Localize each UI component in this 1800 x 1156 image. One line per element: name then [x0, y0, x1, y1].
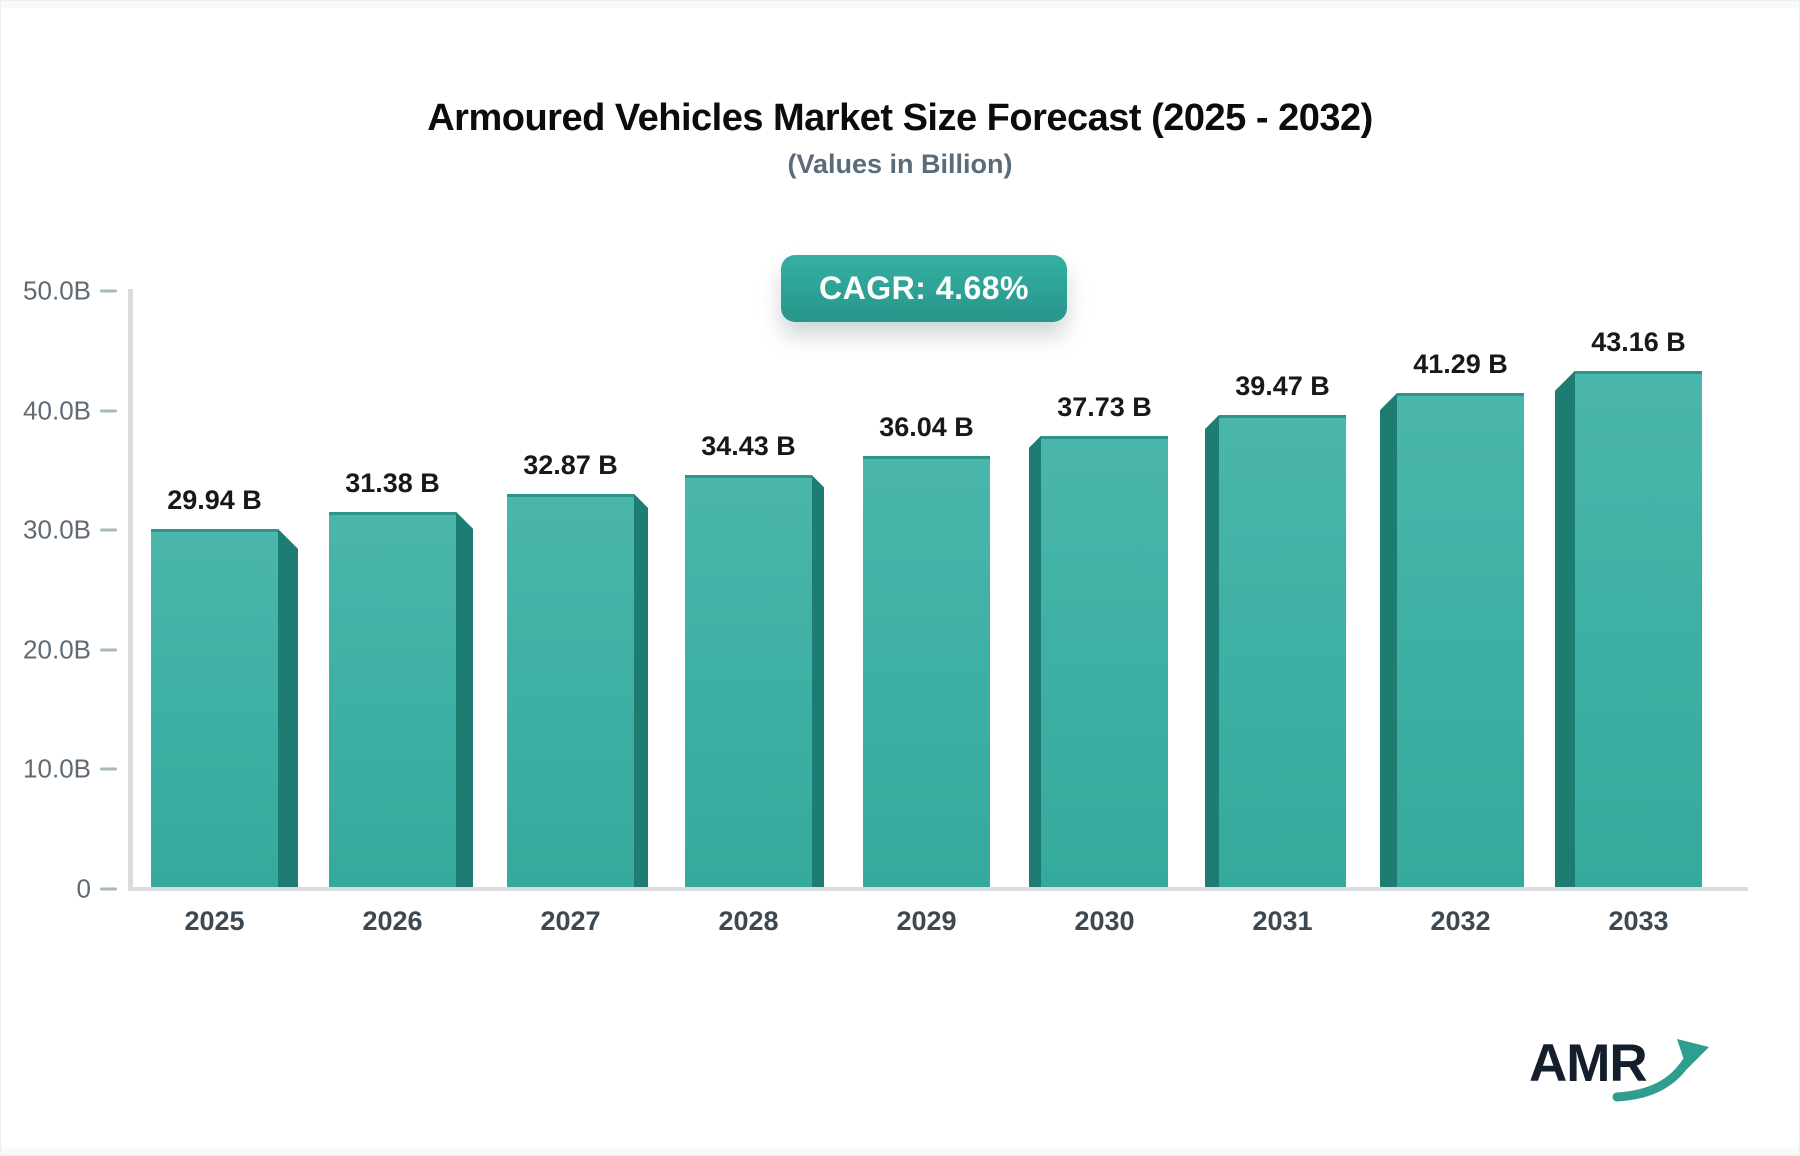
bar-value-label: 41.29 B [1413, 349, 1508, 380]
x-axis-label-2031: 2031 [1252, 906, 1313, 936]
x-axis-label-2028: 2028 [718, 906, 779, 936]
bar-2032[interactable] [1397, 393, 1524, 887]
bar-2025[interactable] [151, 528, 278, 887]
y-tick-mark [100, 409, 117, 413]
x-axis-line [128, 887, 1748, 891]
bar-value-label: 36.04 B [879, 411, 974, 442]
x-axis-label-2026: 2026 [362, 906, 423, 936]
y-tick-mark [100, 887, 117, 891]
bar-2028[interactable] [685, 475, 812, 887]
y-tick-label: 10.0B [23, 753, 91, 784]
y-tick-label: 40.0B [23, 395, 91, 426]
x-axis-label-2033: 2033 [1608, 906, 1669, 936]
bar-value-label: 29.94 B [167, 484, 262, 515]
bar-side-face [456, 511, 473, 887]
bar-value-label: 37.73 B [1057, 391, 1152, 422]
bottom-edge-band [1, 1148, 1799, 1155]
x-axis-label-2032: 2032 [1430, 906, 1491, 936]
bar-side-face [1380, 393, 1397, 887]
y-tick-label: 0 [76, 873, 91, 904]
bar-2033[interactable] [1575, 370, 1702, 887]
y-tick-label: 20.0B [23, 634, 91, 665]
bar-2029[interactable] [863, 455, 990, 887]
y-tick-mark [100, 767, 117, 771]
growth-arrow-icon [1612, 1039, 1709, 1102]
bar-value-label: 43.16 B [1591, 326, 1686, 357]
bar-side-face [278, 528, 298, 887]
bar-side-face [634, 493, 648, 887]
bar-2030[interactable] [1041, 435, 1168, 887]
x-axis-label-2029: 2029 [896, 906, 957, 936]
bar-side-face [1555, 370, 1575, 887]
x-axis-label-2027: 2027 [540, 906, 601, 936]
y-axis-line [128, 289, 133, 891]
x-axis-label-2030: 2030 [1074, 906, 1135, 936]
bar-value-label: 31.38 B [345, 467, 440, 498]
bar-2027[interactable] [507, 493, 634, 887]
bar-value-label: 34.43 B [701, 431, 796, 462]
y-tick-mark [100, 528, 117, 532]
bar-side-face [1205, 414, 1219, 887]
y-tick-label: 30.0B [23, 514, 91, 545]
bar-value-label: 32.87 B [523, 449, 618, 480]
y-tick-label: 50.0B [23, 275, 91, 306]
bar-value-label: 39.47 B [1235, 370, 1330, 401]
amr-logo-text: AMR [1529, 1034, 1648, 1093]
top-edge-band [1, 1, 1799, 8]
amr-logo: AMR [1529, 1033, 1729, 1113]
y-tick-mark [100, 289, 117, 293]
bar-side-face [812, 475, 824, 887]
bar-2031[interactable] [1219, 414, 1346, 887]
bar-side-face [1029, 435, 1041, 887]
cagr-badge: CAGR: 4.68% [781, 255, 1067, 322]
bar-2026[interactable] [329, 511, 456, 887]
y-tick-mark [100, 648, 117, 652]
x-axis-label-2025: 2025 [184, 906, 245, 936]
chart-subtitle: (Values in Billion) [787, 149, 1013, 179]
chart-title: Armoured Vehicles Market Size Forecast (… [427, 97, 1373, 139]
